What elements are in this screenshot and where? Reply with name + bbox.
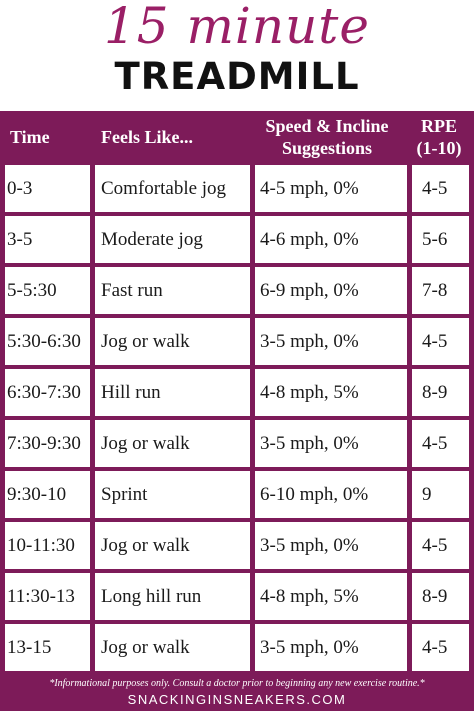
header-rpe-line2: (1-10) <box>416 138 462 158</box>
table-row: 3-5 Moderate jog 4-6 mph, 0% 5-6 <box>5 216 469 263</box>
header-rpe: RPE (1-10) <box>406 111 472 163</box>
header-rpe-line1: RPE <box>420 116 457 136</box>
header-speed-incline: Speed & Incline Suggestions <box>252 111 402 163</box>
time-cell: 11:30-13 <box>5 573 90 620</box>
feels-cell: Jog or walk <box>95 522 250 569</box>
speed-cell: 3-5 mph, 0% <box>255 522 407 569</box>
footer: *Informational purposes only. Consult a … <box>0 677 474 711</box>
title-block: 15 minute TREADMILL WORKOUT! <box>0 0 474 152</box>
header-speed-label: Speed & Incline Suggestions <box>265 115 388 159</box>
speed-cell: 6-10 mph, 0% <box>255 471 407 518</box>
speed-cell: 4-6 mph, 0% <box>255 216 407 263</box>
header-speed-line1: Speed & Incline <box>265 116 389 136</box>
feels-cell: Jog or walk <box>95 624 250 671</box>
header-time-label: Time <box>10 127 50 147</box>
speed-cell: 3-5 mph, 0% <box>255 420 407 467</box>
feels-cell: Moderate jog <box>95 216 250 263</box>
feels-cell: Comfortable jog <box>95 165 250 212</box>
speed-cell: 3-5 mph, 0% <box>255 318 407 365</box>
feels-cell: Jog or walk <box>95 420 250 467</box>
table-header: Time Feels Like... Speed & Incline Sugge… <box>0 111 474 163</box>
rpe-cell: 4-5 <box>412 420 469 467</box>
rpe-cell: 8-9 <box>412 573 469 620</box>
header-feels-label: Feels Like... <box>101 127 193 147</box>
time-cell: 6:30-7:30 <box>5 369 90 416</box>
table-row: 11:30-13 Long hill run 4-8 mph, 5% 8-9 <box>5 573 469 620</box>
title-script-line: 15 minute <box>103 0 370 55</box>
time-cell: 10-11:30 <box>5 522 90 569</box>
time-cell: 3-5 <box>5 216 90 263</box>
workout-table: Time Feels Like... Speed & Incline Sugge… <box>0 111 474 711</box>
table-row: 5-5:30 Fast run 6-9 mph, 0% 7-8 <box>5 267 469 314</box>
speed-cell: 4-8 mph, 5% <box>255 369 407 416</box>
speed-cell: 4-8 mph, 5% <box>255 573 407 620</box>
speed-cell: 3-5 mph, 0% <box>255 624 407 671</box>
time-cell: 5:30-6:30 <box>5 318 90 365</box>
rpe-cell: 4-5 <box>412 318 469 365</box>
time-cell: 5-5:30 <box>5 267 90 314</box>
table-row: 6:30-7:30 Hill run 4-8 mph, 5% 8-9 <box>5 369 469 416</box>
speed-cell: 6-9 mph, 0% <box>255 267 407 314</box>
table-row: 10-11:30 Jog or walk 3-5 mph, 0% 4-5 <box>5 522 469 569</box>
rpe-cell: 4-5 <box>412 165 469 212</box>
time-cell: 0-3 <box>5 165 90 212</box>
rpe-cell: 4-5 <box>412 522 469 569</box>
header-time: Time <box>10 111 90 163</box>
rpe-cell: 9 <box>412 471 469 518</box>
feels-cell: Jog or walk <box>95 318 250 365</box>
table-row: 7:30-9:30 Jog or walk 3-5 mph, 0% 4-5 <box>5 420 469 467</box>
rpe-cell: 7-8 <box>412 267 469 314</box>
website-link[interactable]: SNACKINGINSNEAKERS.COM <box>127 692 347 707</box>
disclaimer-note: *Informational purposes only. Consult a … <box>49 678 425 689</box>
table-row: 9:30-10 Sprint 6-10 mph, 0% 9 <box>5 471 469 518</box>
time-cell: 7:30-9:30 <box>5 420 90 467</box>
table-row: 0-3 Comfortable jog 4-5 mph, 0% 4-5 <box>5 165 469 212</box>
header-speed-line2: Suggestions <box>281 138 372 158</box>
feels-cell: Hill run <box>95 369 250 416</box>
table-row: 13-15 Jog or walk 3-5 mph, 0% 4-5 <box>5 624 469 671</box>
rpe-cell: 8-9 <box>412 369 469 416</box>
header-feels-like: Feels Like... <box>101 111 251 163</box>
feels-cell: Long hill run <box>95 573 250 620</box>
rpe-cell: 4-5 <box>412 624 469 671</box>
feels-cell: Sprint <box>95 471 250 518</box>
time-cell: 9:30-10 <box>5 471 90 518</box>
speed-cell: 4-5 mph, 0% <box>255 165 407 212</box>
rpe-cell: 5-6 <box>412 216 469 263</box>
feels-cell: Fast run <box>95 267 250 314</box>
table-row: 5:30-6:30 Jog or walk 3-5 mph, 0% 4-5 <box>5 318 469 365</box>
header-rpe-label: RPE (1-10) <box>417 115 462 159</box>
time-cell: 13-15 <box>5 624 90 671</box>
